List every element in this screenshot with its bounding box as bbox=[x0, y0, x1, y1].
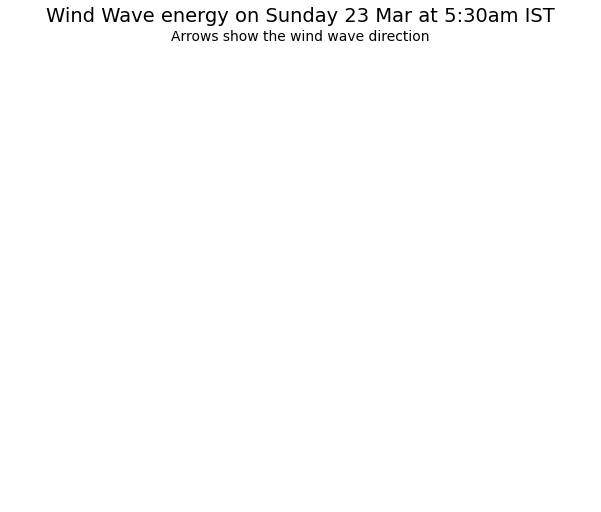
Text: Wind Wave energy on Sunday 23 Mar at 5:30am IST: Wind Wave energy on Sunday 23 Mar at 5:3… bbox=[46, 7, 555, 26]
Text: Arrows show the wind wave direction: Arrows show the wind wave direction bbox=[171, 30, 430, 44]
